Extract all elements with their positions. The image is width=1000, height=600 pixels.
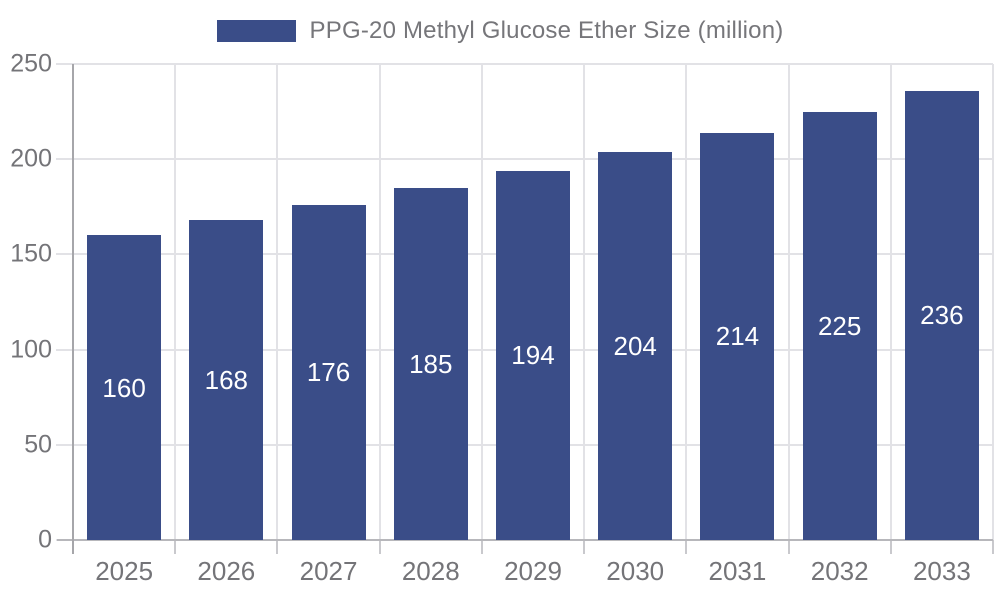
gridline-vertical bbox=[685, 64, 688, 540]
y-tick-label: 100 bbox=[10, 335, 52, 364]
x-tick-label: 2030 bbox=[606, 556, 665, 586]
x-tick-label: 2032 bbox=[810, 556, 869, 586]
y-tick-mark bbox=[56, 443, 73, 446]
bar: 204 bbox=[598, 151, 673, 540]
x-tick-mark bbox=[583, 540, 586, 554]
gridline-vertical bbox=[276, 64, 279, 540]
bar: 185 bbox=[393, 187, 468, 540]
y-tick-mark bbox=[56, 158, 73, 161]
x-tick-mark bbox=[174, 540, 177, 554]
x-tick-mark bbox=[378, 540, 381, 554]
x-tick-mark bbox=[685, 540, 688, 554]
x-tick-label: 2031 bbox=[708, 556, 767, 586]
bar-value-label: 194 bbox=[511, 340, 555, 371]
y-tick-mark bbox=[56, 253, 73, 256]
bar: 160 bbox=[87, 235, 162, 540]
x-tick-label: 2027 bbox=[299, 556, 358, 586]
x-tick-mark bbox=[787, 540, 790, 554]
x-tick-label: 2033 bbox=[912, 556, 971, 586]
bar-value-label: 225 bbox=[817, 310, 862, 341]
bar: 194 bbox=[496, 170, 570, 540]
gridline-vertical bbox=[583, 64, 586, 540]
gridline-vertical bbox=[787, 64, 790, 540]
y-tick-mark bbox=[56, 348, 73, 351]
bar-value-label: 160 bbox=[102, 372, 146, 403]
gridline-vertical bbox=[889, 64, 892, 540]
bar: 176 bbox=[291, 204, 366, 540]
bar-value-label: 204 bbox=[613, 330, 657, 361]
bar-value-label: 176 bbox=[306, 357, 351, 388]
y-tick-mark bbox=[56, 63, 73, 65]
bar: 236 bbox=[904, 90, 979, 540]
y-tick-label: 200 bbox=[10, 144, 52, 173]
x-tick-label: 2025 bbox=[95, 556, 154, 586]
gridline-vertical bbox=[480, 64, 483, 540]
x-tick-mark bbox=[992, 540, 994, 554]
gridline-horizontal bbox=[73, 158, 993, 161]
legend-label: PPG-20 Methyl Glucose Ether Size (millio… bbox=[309, 17, 784, 44]
bar-value-label: 185 bbox=[409, 348, 453, 379]
gridline-vertical bbox=[992, 64, 994, 540]
y-tick-label: 150 bbox=[10, 239, 52, 268]
bar: 214 bbox=[700, 132, 775, 540]
y-axis-line bbox=[72, 64, 74, 554]
bar-value-label: 236 bbox=[920, 300, 964, 331]
bar: 225 bbox=[802, 111, 877, 540]
legend: PPG-20 Methyl Glucose Ether Size (millio… bbox=[0, 16, 1000, 46]
x-tick-label: 2028 bbox=[401, 556, 460, 586]
y-tick-label: 0 bbox=[38, 525, 52, 554]
legend-swatch bbox=[216, 20, 296, 42]
y-tick-label: 250 bbox=[10, 49, 52, 78]
bar: 168 bbox=[189, 220, 264, 540]
x-tick-mark bbox=[889, 540, 892, 554]
x-tick-label: 2029 bbox=[504, 556, 562, 586]
x-tick-mark bbox=[480, 540, 483, 554]
bar-value-label: 168 bbox=[204, 365, 249, 396]
gridline-horizontal bbox=[73, 63, 993, 65]
x-axis-line bbox=[57, 539, 993, 541]
gridline-vertical bbox=[174, 64, 177, 540]
y-tick-label: 50 bbox=[24, 430, 52, 459]
x-tick-label: 2026 bbox=[197, 556, 256, 586]
gridline-vertical bbox=[378, 64, 381, 540]
x-tick-mark bbox=[276, 540, 279, 554]
bar-value-label: 214 bbox=[715, 321, 760, 352]
